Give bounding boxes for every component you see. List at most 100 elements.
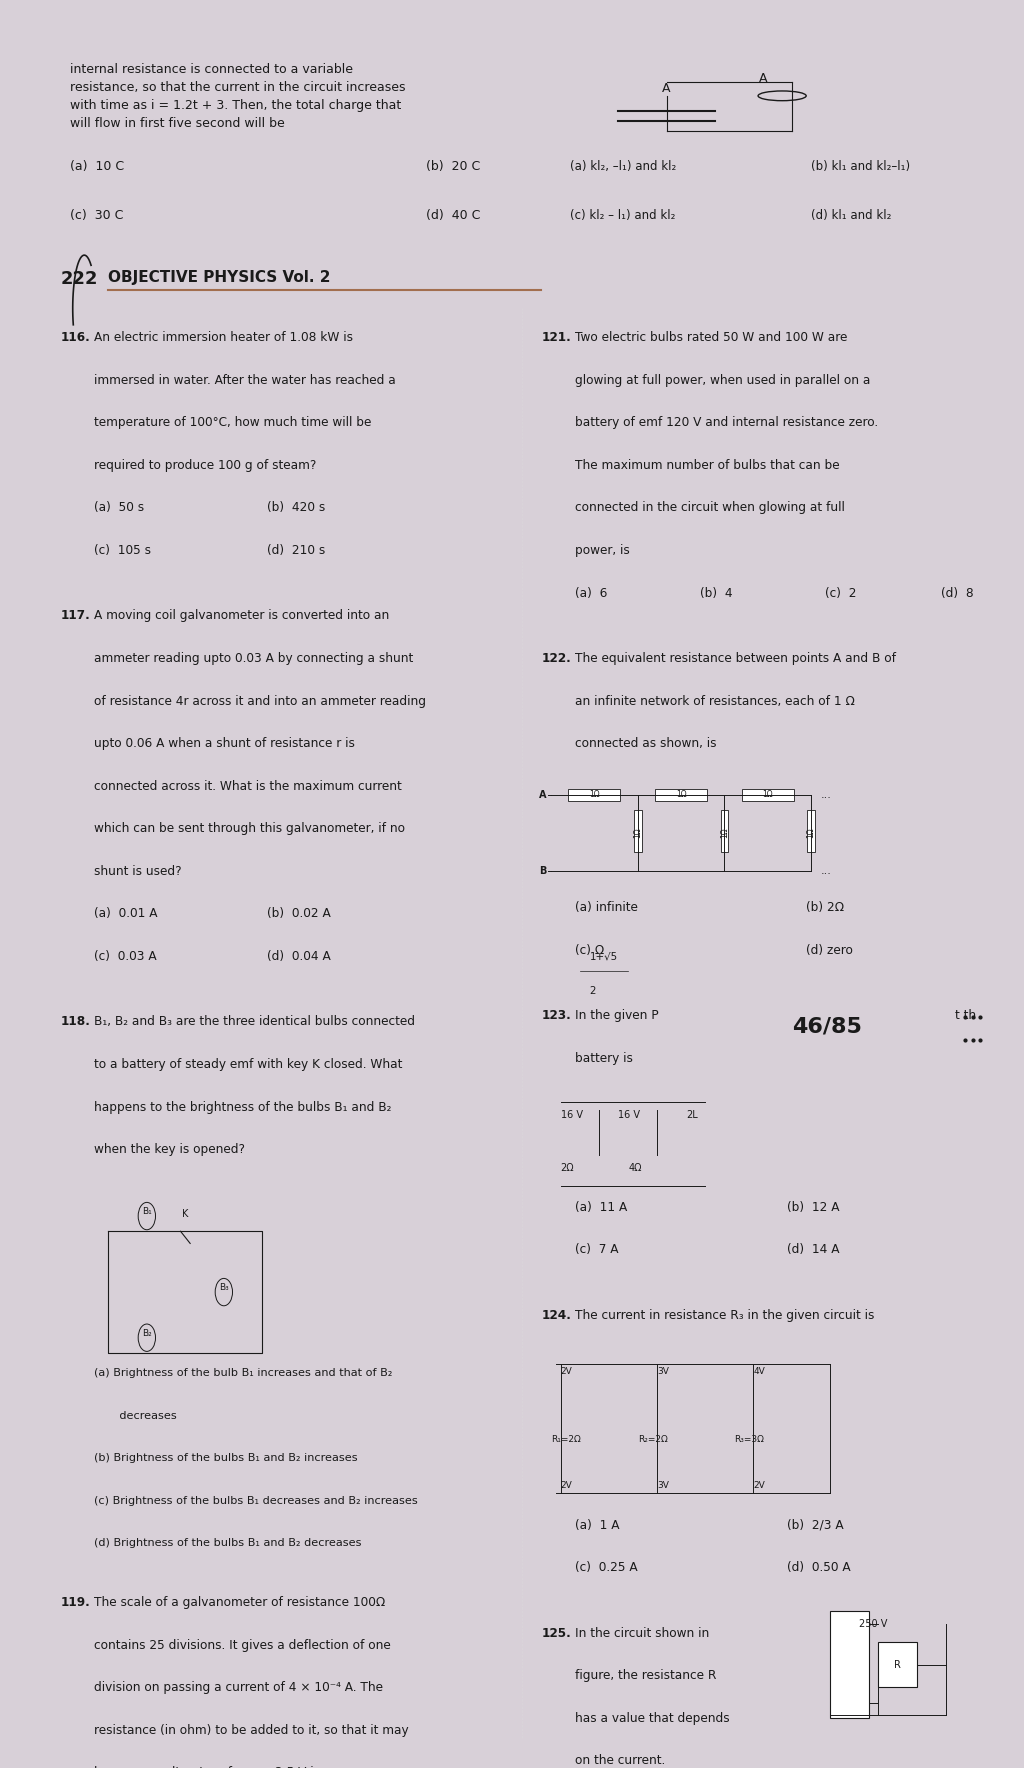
Text: A: A <box>663 81 671 95</box>
Text: 1Ω: 1Ω <box>633 827 642 838</box>
Text: ...: ... <box>820 866 831 875</box>
Text: 2V: 2V <box>754 1480 765 1490</box>
Bar <box>655 789 707 801</box>
Text: connected across it. What is the maximum current: connected across it. What is the maximum… <box>94 780 401 792</box>
Text: The equivalent resistance between points A and B of: The equivalent resistance between points… <box>575 652 896 665</box>
Text: (b)  20 C: (b) 20 C <box>426 159 480 173</box>
Text: 4V: 4V <box>754 1367 765 1376</box>
Text: (b) Brightness of the bulbs B₁ and B₂ increases: (b) Brightness of the bulbs B₁ and B₂ in… <box>94 1453 357 1464</box>
Text: 121.: 121. <box>542 331 571 345</box>
Text: connected in the circuit when glowing at full: connected in the circuit when glowing at… <box>575 502 845 514</box>
Text: B₃: B₃ <box>219 1284 228 1292</box>
Text: shunt is used?: shunt is used? <box>94 865 181 879</box>
Text: 2: 2 <box>590 987 596 997</box>
Text: (a)  0.01 A: (a) 0.01 A <box>94 907 158 921</box>
Bar <box>721 810 728 852</box>
Text: t th: t th <box>955 1010 977 1022</box>
Text: (d) kl₁ and kl₂: (d) kl₁ and kl₂ <box>811 209 891 221</box>
Text: B₁, B₂ and B₃ are the three identical bulbs connected: B₁, B₂ and B₃ are the three identical bu… <box>94 1015 415 1029</box>
Text: 117.: 117. <box>60 610 90 622</box>
Text: 1Ω: 1Ω <box>720 827 729 838</box>
Text: required to produce 100 g of steam?: required to produce 100 g of steam? <box>94 460 316 472</box>
Text: 250 V: 250 V <box>859 1619 888 1628</box>
Text: happens to the brightness of the bulbs B₁ and B₂: happens to the brightness of the bulbs B… <box>94 1100 391 1114</box>
Text: contains 25 divisions. It gives a deflection of one: contains 25 divisions. It gives a deflec… <box>94 1639 390 1651</box>
Text: upto 0.06 A when a shunt of resistance r is: upto 0.06 A when a shunt of resistance r… <box>94 737 354 750</box>
Text: 1Ω: 1Ω <box>589 790 600 799</box>
Text: (a)  10 C: (a) 10 C <box>70 159 124 173</box>
Text: 124.: 124. <box>542 1308 571 1322</box>
Text: (d)  8: (d) 8 <box>941 587 974 599</box>
Text: (c) Brightness of the bulbs B₁ decreases and B₂ increases: (c) Brightness of the bulbs B₁ decreases… <box>94 1496 418 1506</box>
Text: (a)  11 A: (a) 11 A <box>575 1200 628 1215</box>
Bar <box>807 810 815 852</box>
Text: (d)  0.50 A: (d) 0.50 A <box>787 1561 851 1574</box>
Text: R₁=2Ω: R₁=2Ω <box>551 1436 581 1444</box>
Text: 119.: 119. <box>60 1597 90 1609</box>
Text: (d)  14 A: (d) 14 A <box>787 1243 840 1257</box>
Text: 3V: 3V <box>657 1367 669 1376</box>
Text: battery is: battery is <box>575 1052 633 1064</box>
Text: (c) kl₂ – l₁) and kl₂: (c) kl₂ – l₁) and kl₂ <box>570 209 676 221</box>
Text: 16 V: 16 V <box>561 1110 583 1119</box>
Text: Two electric bulbs rated 50 W and 100 W are: Two electric bulbs rated 50 W and 100 W … <box>575 331 848 345</box>
Bar <box>830 1611 868 1718</box>
Text: (a) Brightness of the bulb B₁ increases and that of B₂: (a) Brightness of the bulb B₁ increases … <box>94 1368 392 1377</box>
Text: 3V: 3V <box>657 1480 669 1490</box>
Text: when the key is opened?: when the key is opened? <box>94 1144 245 1156</box>
Text: In the circuit shown in: In the circuit shown in <box>575 1627 710 1639</box>
Text: R₂=2Ω: R₂=2Ω <box>638 1436 668 1444</box>
Text: figure, the resistance R: figure, the resistance R <box>575 1669 717 1681</box>
Text: A moving coil galvanometer is converted into an: A moving coil galvanometer is converted … <box>94 610 389 622</box>
Text: 2Ω: 2Ω <box>561 1163 574 1172</box>
Text: (d)  40 C: (d) 40 C <box>426 209 480 221</box>
Text: A: A <box>759 72 767 85</box>
Text: (c) Ω: (c) Ω <box>575 944 604 956</box>
Text: (b)  12 A: (b) 12 A <box>787 1200 840 1215</box>
Text: to a battery of steady emf with key K closed. What: to a battery of steady emf with key K cl… <box>94 1057 402 1071</box>
Text: resistance (in ohm) to be added to it, so that it may: resistance (in ohm) to be added to it, s… <box>94 1724 409 1736</box>
Text: of resistance 4r across it and into an ammeter reading: of resistance 4r across it and into an a… <box>94 695 426 707</box>
Text: 1+√5: 1+√5 <box>590 951 617 962</box>
Text: (c)  7 A: (c) 7 A <box>575 1243 618 1257</box>
Text: OBJECTIVE PHYSICS Vol. 2: OBJECTIVE PHYSICS Vol. 2 <box>109 271 331 285</box>
Text: which can be sent through this galvanometer, if no: which can be sent through this galvanome… <box>94 822 404 834</box>
Text: (a)  1 A: (a) 1 A <box>575 1519 620 1531</box>
Text: (b) 2Ω: (b) 2Ω <box>806 902 845 914</box>
Text: (d)  210 s: (d) 210 s <box>267 545 326 557</box>
Text: B₂: B₂ <box>142 1328 152 1338</box>
Text: has a value that depends: has a value that depends <box>575 1711 730 1726</box>
Text: 2V: 2V <box>561 1480 572 1490</box>
Text: K: K <box>182 1209 188 1220</box>
Text: An electric immersion heater of 1.08 kW is: An electric immersion heater of 1.08 kW … <box>94 331 353 345</box>
Text: (b)  2/3 A: (b) 2/3 A <box>787 1519 844 1531</box>
Text: internal resistance is connected to a variable
resistance, so that the current i: internal resistance is connected to a va… <box>70 62 406 129</box>
Text: (b)  4: (b) 4 <box>700 587 733 599</box>
Text: battery of emf 120 V and internal resistance zero.: battery of emf 120 V and internal resist… <box>575 415 879 430</box>
Text: (c)  30 C: (c) 30 C <box>70 209 123 221</box>
Text: 123.: 123. <box>542 1010 571 1022</box>
Text: B₁: B₁ <box>142 1208 152 1216</box>
Text: 118.: 118. <box>60 1015 90 1029</box>
Text: decreases: decreases <box>94 1411 177 1421</box>
Text: 116.: 116. <box>60 331 90 345</box>
Text: 122.: 122. <box>542 652 571 665</box>
Text: 2V: 2V <box>561 1367 572 1376</box>
Text: (c)  0.03 A: (c) 0.03 A <box>94 949 157 964</box>
Text: 1Ω: 1Ω <box>763 790 773 799</box>
Text: The current in resistance R₃ in the given circuit is: The current in resistance R₃ in the give… <box>575 1308 874 1322</box>
Text: In the given P: In the given P <box>575 1010 658 1022</box>
Text: (a) infinite: (a) infinite <box>575 902 638 914</box>
Bar <box>741 789 794 801</box>
Text: an infinite network of resistances, each of 1 Ω: an infinite network of resistances, each… <box>575 695 855 707</box>
Text: (b)  0.02 A: (b) 0.02 A <box>267 907 331 921</box>
Text: (b)  420 s: (b) 420 s <box>267 502 326 514</box>
Text: on the current.: on the current. <box>575 1754 666 1768</box>
Text: (c)  0.25 A: (c) 0.25 A <box>575 1561 638 1574</box>
Text: immersed in water. After the water has reached a: immersed in water. After the water has r… <box>94 373 395 387</box>
Text: (c)  105 s: (c) 105 s <box>94 545 151 557</box>
Text: The maximum number of bulbs that can be: The maximum number of bulbs that can be <box>575 460 840 472</box>
Text: (d) zero: (d) zero <box>806 944 853 956</box>
Text: power, is: power, is <box>575 545 630 557</box>
Text: A: A <box>539 790 547 799</box>
